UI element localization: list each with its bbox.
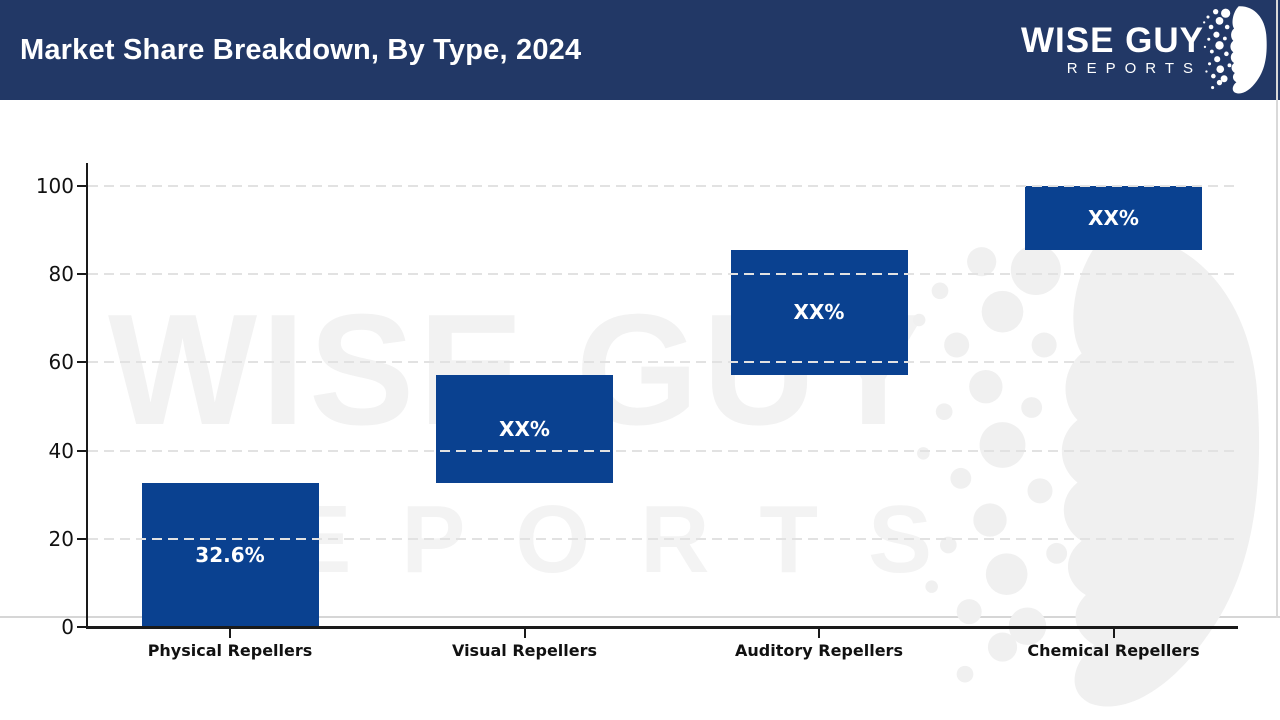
bar-value-label: XX% — [1088, 205, 1139, 230]
bar-value-label: 32.6% — [195, 543, 265, 568]
brand-head-icon — [1203, 6, 1267, 94]
brand-subtitle: REPORTS — [1066, 60, 1202, 77]
x-axis-category-label: Physical Repellers — [147, 641, 313, 660]
y-axis-tick — [77, 449, 86, 452]
brand-name: WISE GUY — [1020, 21, 1204, 60]
y-axis-tick-label: 80 — [48, 262, 74, 287]
y-axis-tick-label: 100 — [35, 174, 74, 198]
y-axis-tick — [77, 273, 86, 276]
y-axis-tick-label: 40 — [48, 438, 74, 463]
bottom-border-line — [0, 616, 1280, 618]
bar-value-label: XX% — [499, 417, 550, 442]
header: Market Share Breakdown, By Type, 2024 WI… — [0, 0, 1280, 100]
brand-wordmark: WISE GUY REPORTS — [1021, 23, 1204, 77]
bar-segment — [141, 483, 319, 627]
gridline — [88, 273, 1240, 276]
x-axis-tick — [818, 629, 820, 638]
x-axis-tick — [1112, 629, 1115, 638]
watermark-head-icon — [912, 232, 1260, 707]
gridline — [88, 361, 1240, 364]
brand-logo: WISE GUY REPORTS — [1021, 4, 1280, 96]
y-axis-tick-label: 60 — [48, 350, 74, 375]
x-axis-line — [86, 626, 1238, 629]
gridline — [88, 449, 1240, 452]
right-border-line — [1276, 0, 1278, 618]
y-axis-tick-label: 20 — [48, 526, 74, 551]
y-axis-tick — [77, 626, 86, 628]
bar-value-label: XX% — [793, 300, 845, 325]
bar-segment — [730, 249, 908, 376]
y-axis-tick — [77, 361, 86, 364]
x-axis-tick — [523, 629, 526, 638]
y-axis-line — [86, 163, 89, 629]
gridline — [88, 185, 1240, 187]
x-axis-category-label: Visual Repellers — [451, 641, 598, 660]
bar-segment — [436, 375, 613, 484]
y-axis-tick — [77, 185, 86, 187]
x-axis-category-label: Auditory Repellers — [735, 641, 903, 660]
y-axis-tick — [77, 537, 86, 540]
y-axis-tick-label: 0 — [61, 615, 74, 639]
x-axis-tick — [229, 629, 231, 638]
gridline — [88, 537, 1240, 540]
chart-title: Market Share Breakdown, By Type, 2024 — [20, 33, 582, 66]
x-axis-category-label: Chemical Repellers — [1027, 641, 1200, 660]
plot-region: WISE GUY REPORTS 0 20 40 60 80 100 32.6% Physic… — [0, 100, 1280, 720]
bar-segment — [1025, 186, 1202, 250]
